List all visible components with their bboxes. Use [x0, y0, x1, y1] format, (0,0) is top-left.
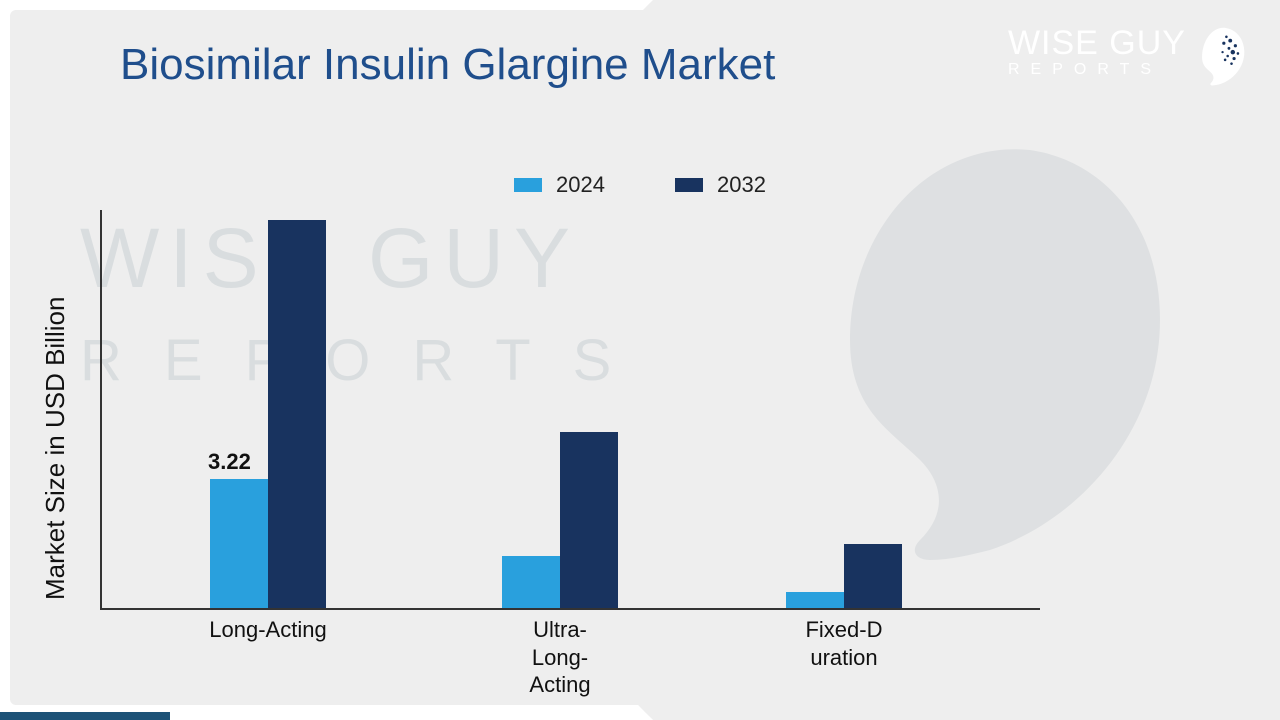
bar-2032 [268, 220, 326, 608]
legend-swatch-2032 [675, 178, 703, 192]
logo-head-icon [1188, 24, 1252, 88]
bottom-accent-bar [0, 712, 170, 720]
bar-value-label: 3.22 [208, 449, 251, 475]
plot-area: Long-Acting3.22Ultra- Long- ActingFixed-… [100, 210, 1040, 610]
y-axis-line [100, 210, 102, 610]
category-label: Ultra- Long- Acting [495, 610, 625, 699]
legend-label-2024: 2024 [556, 172, 605, 198]
category-label: Long-Acting [203, 610, 333, 644]
chart-title: Biosimilar Insulin Glargine Market [120, 40, 775, 90]
bar-2032 [560, 432, 618, 608]
bar-2032 [844, 544, 902, 608]
y-axis-label: Market Size in USD Billion [40, 297, 71, 600]
legend: 2024 2032 [0, 172, 1280, 198]
canvas: WISE GUY REPORTS Biosimilar Insulin Glar… [0, 0, 1280, 720]
legend-label-2032: 2032 [717, 172, 766, 198]
bar-2024 [786, 592, 844, 608]
logo-line2: REPORTS [1008, 61, 1186, 79]
bar-2024 [210, 479, 268, 608]
legend-item-2032: 2032 [675, 172, 766, 198]
category-label: Fixed-D uration [779, 610, 909, 671]
legend-item-2024: 2024 [514, 172, 605, 198]
brand-logo: WISE GUY REPORTS [1008, 24, 1252, 88]
logo-line1: WISE GUY [1008, 24, 1186, 63]
legend-swatch-2024 [514, 178, 542, 192]
bar-2024 [502, 556, 560, 608]
